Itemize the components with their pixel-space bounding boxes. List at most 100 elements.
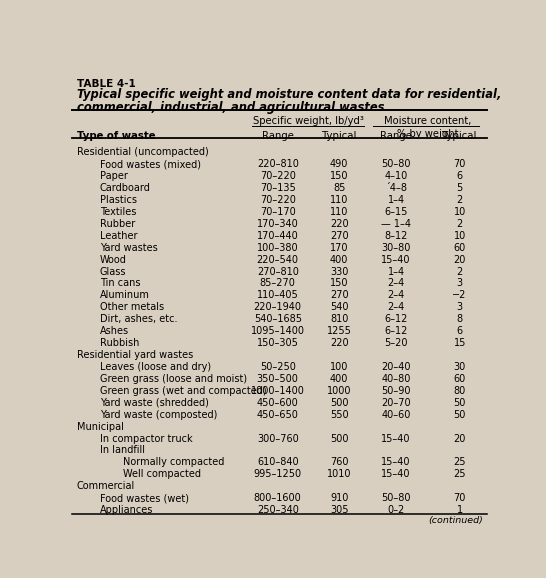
Text: In compactor truck: In compactor truck	[100, 434, 193, 443]
Text: 1000–1400: 1000–1400	[251, 386, 305, 396]
Text: 3: 3	[456, 302, 462, 312]
Text: 500: 500	[330, 398, 348, 407]
Text: 10: 10	[454, 231, 466, 241]
Text: 15–40: 15–40	[382, 254, 411, 265]
Text: 170–440: 170–440	[257, 231, 299, 241]
Text: Green grass (loose and moist): Green grass (loose and moist)	[100, 374, 247, 384]
Text: Typical: Typical	[442, 131, 477, 141]
Text: Range: Range	[262, 131, 294, 141]
Text: 305: 305	[330, 505, 348, 515]
Text: 540–1685: 540–1685	[254, 314, 302, 324]
Text: Leaves (loose and dry): Leaves (loose and dry)	[100, 362, 211, 372]
Text: Appliances: Appliances	[100, 505, 153, 515]
Text: 300–760: 300–760	[257, 434, 299, 443]
Text: Food wastes (wet): Food wastes (wet)	[100, 493, 189, 503]
Text: 270–810: 270–810	[257, 266, 299, 276]
Text: 110–405: 110–405	[257, 290, 299, 301]
Text: 220: 220	[330, 338, 348, 348]
Text: 70: 70	[454, 159, 466, 169]
Text: 70: 70	[454, 493, 466, 503]
Text: Wood: Wood	[100, 254, 127, 265]
Text: Textiles: Textiles	[100, 207, 136, 217]
Text: 2–4: 2–4	[388, 302, 405, 312]
Text: 220: 220	[330, 219, 348, 229]
Text: Plastics: Plastics	[100, 195, 137, 205]
Text: 170: 170	[330, 243, 348, 253]
Text: 150: 150	[330, 279, 348, 288]
Text: 2: 2	[456, 195, 463, 205]
Text: 2: 2	[456, 219, 463, 229]
Text: 6–15: 6–15	[384, 207, 408, 217]
Text: 40–60: 40–60	[382, 410, 411, 420]
Text: Rubbish: Rubbish	[100, 338, 139, 348]
Text: TABLE 4-1: TABLE 4-1	[76, 79, 135, 89]
Text: 50: 50	[454, 398, 466, 407]
Text: 15–40: 15–40	[382, 434, 411, 443]
Text: Normally compacted: Normally compacted	[123, 457, 224, 468]
Text: 6: 6	[456, 326, 462, 336]
Text: 450–650: 450–650	[257, 410, 299, 420]
Text: Glass: Glass	[100, 266, 127, 276]
Text: 400: 400	[330, 374, 348, 384]
Text: 8: 8	[456, 314, 462, 324]
Text: 100–380: 100–380	[257, 243, 299, 253]
Text: 170–340: 170–340	[257, 219, 299, 229]
Text: Municipal: Municipal	[76, 421, 123, 432]
Text: Tin cans: Tin cans	[100, 279, 140, 288]
Text: Aluminum: Aluminum	[100, 290, 150, 301]
Text: Range: Range	[380, 131, 412, 141]
Text: 500: 500	[330, 434, 348, 443]
Text: 6–12: 6–12	[384, 314, 408, 324]
Text: 25: 25	[453, 457, 466, 468]
Text: 20–40: 20–40	[382, 362, 411, 372]
Text: 1095–1400: 1095–1400	[251, 326, 305, 336]
Text: 1–4: 1–4	[388, 266, 405, 276]
Text: 270: 270	[330, 231, 348, 241]
Text: 610–840: 610–840	[257, 457, 299, 468]
Text: 1–4: 1–4	[388, 195, 405, 205]
Text: Specific weight, lb/yd³: Specific weight, lb/yd³	[253, 116, 364, 126]
Text: 350–500: 350–500	[257, 374, 299, 384]
Text: Typical specific weight and moisture content data for residential,: Typical specific weight and moisture con…	[76, 88, 501, 102]
Text: 25: 25	[453, 469, 466, 479]
Text: Commercial: Commercial	[76, 481, 135, 491]
Text: 250–340: 250–340	[257, 505, 299, 515]
Text: 15: 15	[454, 338, 466, 348]
Text: 1000: 1000	[327, 386, 351, 396]
Text: 2: 2	[456, 266, 463, 276]
Text: 6: 6	[456, 171, 462, 181]
Text: 150: 150	[330, 171, 348, 181]
Text: commercial, industrial, and agricultural wastes: commercial, industrial, and agricultural…	[76, 101, 384, 113]
Text: 6–12: 6–12	[384, 326, 408, 336]
Text: 60: 60	[454, 243, 466, 253]
Text: 1010: 1010	[327, 469, 351, 479]
Text: 270: 270	[330, 290, 348, 301]
Text: Typical: Typical	[322, 131, 356, 141]
Text: 220–1940: 220–1940	[254, 302, 302, 312]
Text: 100: 100	[330, 362, 348, 372]
Text: 70–220: 70–220	[260, 171, 295, 181]
Text: Type of waste: Type of waste	[76, 131, 155, 141]
Text: 50–250: 50–250	[260, 362, 295, 372]
Text: 4–10: 4–10	[384, 171, 408, 181]
Text: 50–90: 50–90	[382, 386, 411, 396]
Text: Yard wastes: Yard wastes	[100, 243, 158, 253]
Text: 1: 1	[456, 505, 462, 515]
Text: 150–305: 150–305	[257, 338, 299, 348]
Text: 910: 910	[330, 493, 348, 503]
Text: — 1–4: — 1–4	[381, 219, 411, 229]
Text: Green grass (wet and compacted): Green grass (wet and compacted)	[100, 386, 266, 396]
Text: 540: 540	[330, 302, 348, 312]
Text: 85: 85	[333, 183, 345, 193]
Text: 110: 110	[330, 207, 348, 217]
Text: 1255: 1255	[327, 326, 352, 336]
Text: 50–80: 50–80	[382, 159, 411, 169]
Text: Residential yard wastes: Residential yard wastes	[76, 350, 193, 360]
Text: 20–70: 20–70	[381, 398, 411, 407]
Text: 50–80: 50–80	[382, 493, 411, 503]
Text: 10: 10	[454, 207, 466, 217]
Text: 220–810: 220–810	[257, 159, 299, 169]
Text: (continued): (continued)	[428, 516, 483, 525]
Text: 810: 810	[330, 314, 348, 324]
Text: 550: 550	[330, 410, 348, 420]
